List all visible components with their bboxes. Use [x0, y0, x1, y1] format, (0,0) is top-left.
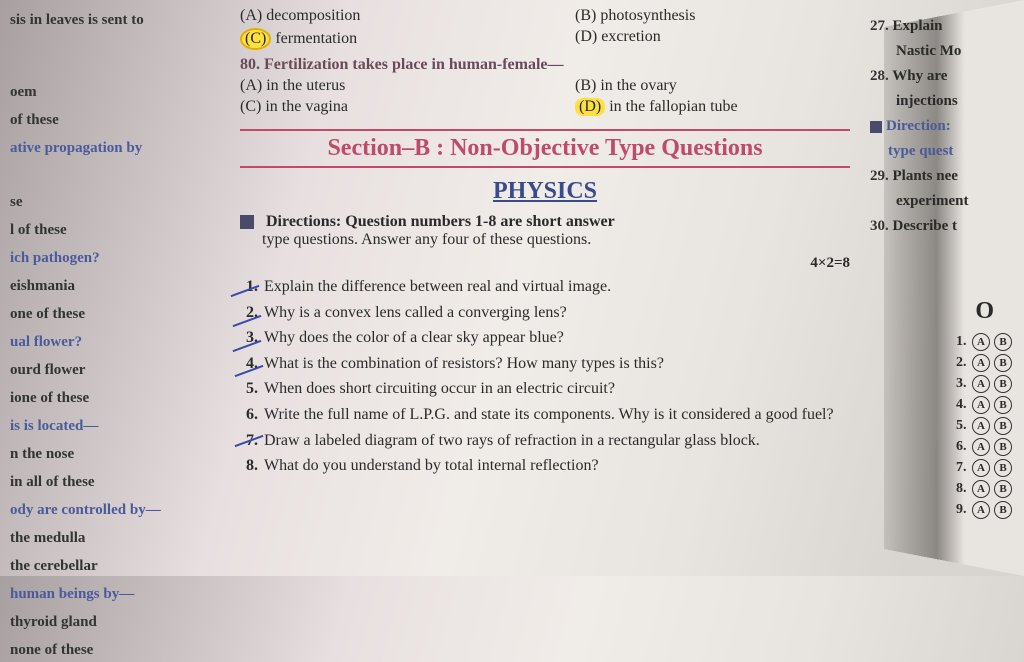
q80-opt-c: (C) in the vagina	[240, 98, 515, 116]
marks-text: 4×2=8	[240, 255, 850, 272]
section-b-title: Section–B : Non-Objective Type Questions	[240, 129, 850, 168]
frag: oem	[10, 80, 210, 104]
bullet-icon	[240, 215, 254, 229]
frag: one of these	[10, 302, 210, 326]
frag: eishmania	[10, 274, 210, 298]
q80-row1: (A) in the uterus (B) in the ovary	[240, 77, 850, 95]
main-column: (A) decomposition (B) photosynthesis (C)…	[220, 0, 870, 485]
frag: of these	[10, 108, 210, 132]
q80-opt-a: (A) in the uterus	[240, 77, 515, 95]
physics-q8: 8.What do you understand by total intern…	[270, 455, 850, 477]
ans-row: 3. AB	[956, 375, 1014, 393]
r27: 27. Explain	[870, 18, 1018, 35]
physics-q1: 1.Explain the difference between real an…	[270, 276, 850, 298]
q80-opt-b: (B) in the ovary	[575, 77, 850, 95]
rdir: Direction:	[870, 118, 1018, 135]
q79-opt-b: (B) photosynthesis	[575, 7, 850, 25]
r30: 30. Describe t	[870, 218, 1018, 235]
frag: se	[10, 190, 210, 214]
q79-opt-c: (C) fermentation	[240, 28, 515, 50]
right-column-fragments: 27. Explain Nastic Mo 28. Why are inject…	[864, 0, 1024, 251]
q80-opt-d: (D) in the fallopian tube	[575, 98, 850, 116]
frag: ative propagation by	[10, 136, 210, 160]
directions-line2: type questions. Answer any four of these…	[262, 231, 591, 248]
frag: the medulla	[10, 526, 210, 550]
frag: ourd flower	[10, 358, 210, 382]
ans-row: 9. AB	[956, 501, 1014, 519]
r28: 28. Why are	[870, 68, 1018, 85]
physics-q4: 4.What is the combination of resistors? …	[270, 353, 850, 375]
r29b: experiment	[896, 193, 1018, 210]
frag: ich pathogen?	[10, 246, 210, 270]
frag: ody are controlled by—	[10, 498, 210, 522]
frag: none of these	[10, 638, 210, 662]
highlight-circle-icon: (C)	[240, 28, 271, 50]
physics-q2: 2.Why is a convex lens called a convergi…	[270, 302, 850, 324]
frag: thyroid gland	[10, 610, 210, 634]
frag: human beings by—	[10, 582, 210, 606]
bullet-icon	[870, 121, 882, 133]
frag: in all of these	[10, 470, 210, 494]
frag: is is located—	[10, 414, 210, 438]
frag: ual flower?	[10, 330, 210, 354]
ans-row: 6. AB	[956, 438, 1014, 456]
r27b: Nastic Mo	[896, 43, 1018, 60]
q80-row2: (C) in the vagina (D) in the fallopian t…	[240, 98, 850, 116]
r29: 29. Plants nee	[870, 168, 1018, 185]
q79-opt-a: (A) decomposition	[240, 7, 515, 25]
q79-row2: (C) fermentation (D) excretion	[240, 28, 850, 50]
directions-line1: Directions: Question numbers 1-8 are sho…	[266, 213, 615, 230]
answer-sheet-header: O	[975, 298, 994, 325]
frag: ione of these	[10, 386, 210, 410]
r28b: injections	[896, 93, 1018, 110]
frag: n the nose	[10, 442, 210, 466]
ans-row: 1. AB	[956, 333, 1014, 351]
ans-row: 2. AB	[956, 354, 1014, 372]
q80-stem: 80. Fertilization takes place in human-f…	[240, 56, 850, 74]
physics-q3: 3.Why does the color of a clear sky appe…	[270, 327, 850, 349]
ans-row: 5. AB	[956, 417, 1014, 435]
physics-q6: 6.Write the full name of L.P.G. and stat…	[270, 404, 850, 426]
ans-row: 8. AB	[956, 480, 1014, 498]
directions-block: Directions: Question numbers 1-8 are sho…	[240, 213, 850, 249]
physics-q5: 5.When does short circuiting occur in an…	[270, 378, 850, 400]
frag: sis in leaves is sent to	[10, 8, 210, 32]
q79-row1: (A) decomposition (B) photosynthesis	[240, 7, 850, 25]
physics-title: PHYSICS	[240, 178, 850, 205]
highlight-d-icon: (D)	[575, 98, 605, 116]
q79-opt-d: (D) excretion	[575, 28, 850, 50]
ans-row: 4. AB	[956, 396, 1014, 414]
left-column-fragments: sis in leaves is sent to oem of these at…	[0, 0, 220, 576]
physics-q7: 7.Draw a labeled diagram of two rays of …	[270, 430, 850, 452]
frag: l of these	[10, 218, 210, 242]
answer-grid: 1. AB 2. AB 3. AB 4. AB 5. AB 6. AB 7. A…	[956, 330, 1014, 522]
ans-row: 7. AB	[956, 459, 1014, 477]
frag: the cerebellar	[10, 554, 210, 578]
rdir2: type quest	[888, 143, 1018, 160]
